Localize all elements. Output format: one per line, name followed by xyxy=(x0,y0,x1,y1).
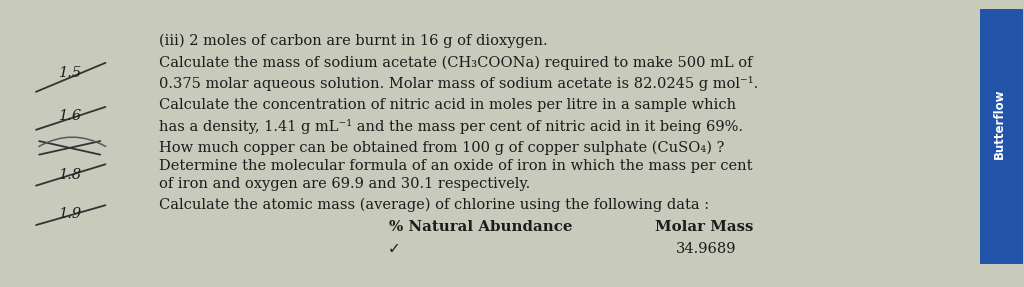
Text: 0.375 molar aqueous solution. Molar mass of sodium acetate is 82.0245 g mol⁻¹.: 0.375 molar aqueous solution. Molar mass… xyxy=(159,76,759,91)
Text: % Natural Abundance: % Natural Abundance xyxy=(389,220,572,234)
Text: 34.9689: 34.9689 xyxy=(676,242,736,256)
Text: How much copper can be obtained from 100 g of copper sulphate (CuSO₄) ?: How much copper can be obtained from 100… xyxy=(159,141,725,155)
Text: (iii) 2 moles of carbon are burnt in 16 g of dioxygen.: (iii) 2 moles of carbon are burnt in 16 … xyxy=(159,34,548,49)
Text: Butterflow: Butterflow xyxy=(993,89,1007,159)
Text: Determine the molecular formula of an oxide of iron in which the mass per cent: Determine the molecular formula of an ox… xyxy=(159,159,753,173)
Text: 1.8: 1.8 xyxy=(58,168,82,182)
Text: Molar Mass: Molar Mass xyxy=(655,220,754,234)
Text: 1.6: 1.6 xyxy=(58,109,82,123)
Text: Calculate the atomic mass (average) of chlorine using the following data :: Calculate the atomic mass (average) of c… xyxy=(159,198,710,212)
Text: has a density, 1.41 g mL⁻¹ and the mass per cent of nitric acid in it being 69%.: has a density, 1.41 g mL⁻¹ and the mass … xyxy=(159,119,743,134)
Text: ✓: ✓ xyxy=(388,241,400,256)
Text: 1.9: 1.9 xyxy=(58,207,82,221)
FancyBboxPatch shape xyxy=(980,9,1023,263)
Text: of iron and oxygen are 69.9 and 30.1 respectively.: of iron and oxygen are 69.9 and 30.1 res… xyxy=(159,177,530,191)
Text: Calculate the concentration of nitric acid in moles per litre in a sample which: Calculate the concentration of nitric ac… xyxy=(159,98,736,112)
Text: Calculate the mass of sodium acetate (CH₃COONa) required to make 500 mL of: Calculate the mass of sodium acetate (CH… xyxy=(159,55,753,70)
Text: 1.5: 1.5 xyxy=(58,66,82,80)
